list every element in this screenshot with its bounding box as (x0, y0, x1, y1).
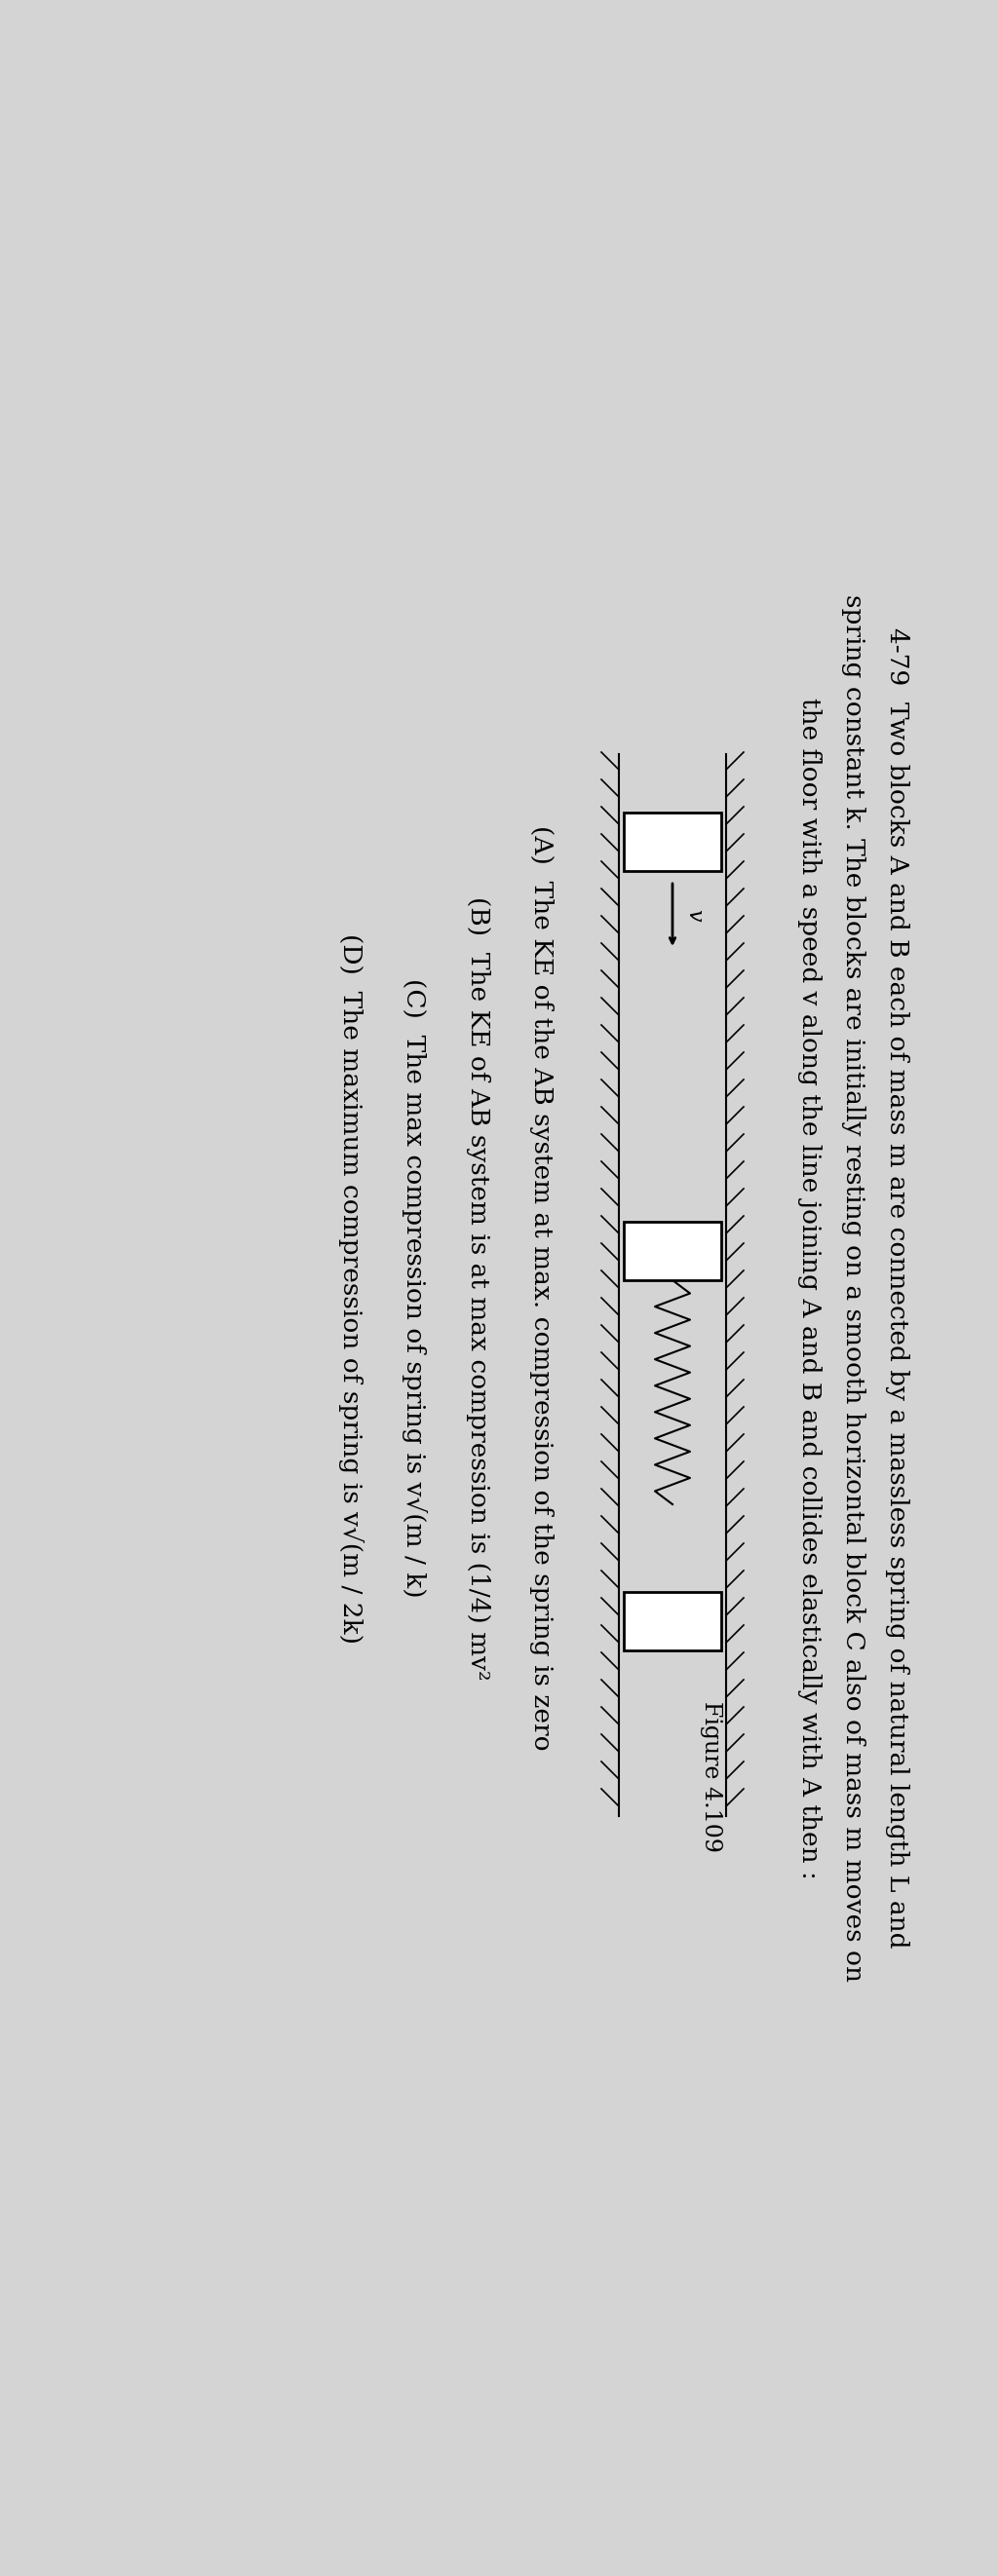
Text: spring constant k. The blocks are initially resting on a smooth horizontal block: spring constant k. The blocks are initia… (840, 595, 865, 1981)
Text: (A)  The KE of the AB system at max. compression of the spring is zero: (A) The KE of the AB system at max. comp… (529, 824, 553, 1752)
Text: A: A (662, 1244, 684, 1260)
Text: 4-79  Two blocks A and B each of mass m are connected by a massless spring of na: 4-79 Two blocks A and B each of mass m a… (884, 629, 909, 1947)
Text: (B)  The KE of AB system is at max compression is (1/4) mv²: (B) The KE of AB system is at max compre… (465, 896, 490, 1680)
Text: v: v (684, 909, 705, 922)
Bar (624, 811, 722, 871)
Bar (624, 1592, 722, 1651)
Bar (624, 1221, 722, 1280)
Text: (D)  The maximum compression of spring is v√(m / 2k): (D) The maximum compression of spring is… (338, 933, 363, 1643)
Text: the floor with a speed v along the line joining A and B and collides elastically: the floor with a speed v along the line … (796, 698, 821, 1878)
Text: C: C (662, 835, 684, 850)
Text: Figure 4.109: Figure 4.109 (701, 1703, 723, 1852)
Text: B: B (662, 1613, 684, 1628)
Text: (C)  The max compression of spring is v√(m / k): (C) The max compression of spring is v√(… (401, 979, 427, 1597)
